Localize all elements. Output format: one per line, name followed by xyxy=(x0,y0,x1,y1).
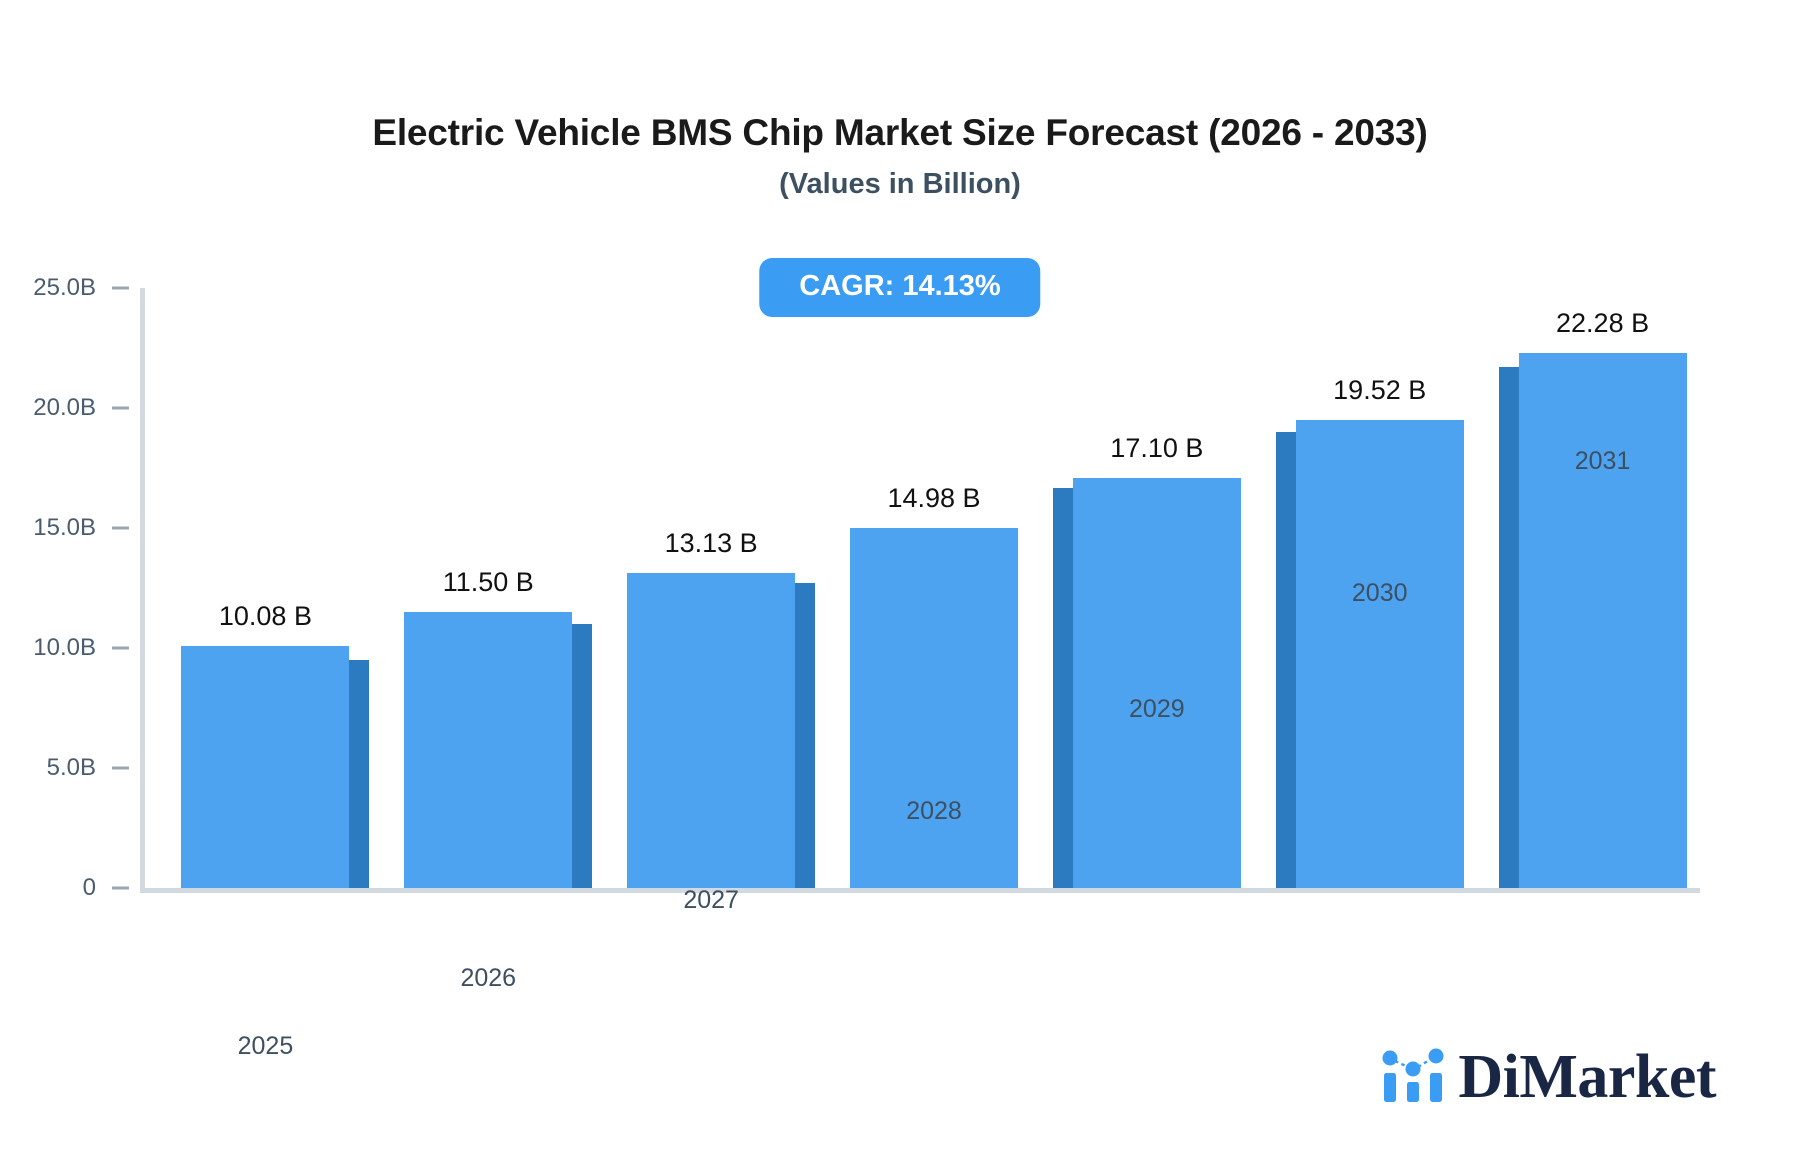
bar-front-face xyxy=(1072,477,1241,888)
y-axis-tick-mark xyxy=(112,286,129,290)
x-axis-tick-label: 2026 xyxy=(460,964,517,992)
y-axis-tick-label: 15.0B xyxy=(33,514,96,541)
plot-area: 25.0B 20.0B 15.0B 10.0B 5.0B 0 10.08 B 2025 11.… xyxy=(33,274,1700,1060)
bar-front-face xyxy=(404,612,573,888)
bar-2030[interactable]: 19.52 B 2030 xyxy=(1275,375,1464,888)
x-axis-tick-label: 2028 xyxy=(906,796,962,825)
chart-title: Electric Vehicle BMS Chip Market Size Fo… xyxy=(372,112,1428,153)
bar-side-face xyxy=(572,624,593,888)
x-axis-tick-label: 2025 xyxy=(237,1032,294,1061)
dimarket-logo: DiMarket xyxy=(1382,1045,1716,1108)
x-axis-tick-label: 2027 xyxy=(683,885,739,914)
y-axis-tick-mark xyxy=(112,646,129,650)
y-axis-tick-label: 25.0B xyxy=(33,274,96,301)
y-axis-tick-mark xyxy=(112,406,129,410)
cagr-badge: CAGR: 14.13% xyxy=(759,258,1041,317)
bar-front-face xyxy=(1518,353,1687,888)
bar-value-label: 14.98 B xyxy=(887,483,981,514)
bar-front-face xyxy=(181,646,350,888)
bar-value-label: 11.50 B xyxy=(442,567,534,597)
y-axis-line xyxy=(140,288,145,888)
bar-value-label: 13.13 B xyxy=(664,527,758,558)
y-axis-tick-label: 0 xyxy=(82,874,96,901)
y-axis-tick-mark xyxy=(112,766,129,770)
bar-chart-trend-icon xyxy=(1382,1045,1444,1108)
bar-side-face xyxy=(1052,487,1073,888)
chart-subtitle: (Values in Billion) xyxy=(779,168,1021,200)
bar-front-face xyxy=(850,528,1018,888)
bar-side-face xyxy=(1498,367,1519,888)
y-axis-tick-mark xyxy=(112,886,129,890)
bar-value-label: 22.28 B xyxy=(1556,308,1650,339)
y-axis-tick-label: 20.0B xyxy=(33,394,96,421)
bar-2029[interactable]: 17.10 B 2029 xyxy=(1052,433,1241,888)
y-axis-tick-mark xyxy=(112,526,129,530)
x-axis-line xyxy=(140,888,1700,893)
y-axis-tick-label: 10.0B xyxy=(33,634,96,661)
bar-value-label: 10.08 B xyxy=(218,601,312,632)
x-axis-tick-label: 2030 xyxy=(1351,579,1408,608)
bar-2026[interactable]: 11.50 B 2026 xyxy=(404,567,593,992)
bar-value-label: 17.10 B xyxy=(1110,432,1204,463)
bar-2028[interactable]: 14.98 B 2028 xyxy=(850,483,1018,888)
bar-2025[interactable]: 10.08 B 2025 xyxy=(181,601,370,1060)
bar-front-face xyxy=(627,572,796,888)
bar-front-face xyxy=(1295,419,1464,888)
bar-2027[interactable]: 13.13 B 2027 xyxy=(627,528,816,914)
y-axis-tick-label: 5.0B xyxy=(46,754,96,781)
bar-2031[interactable]: 22.28 B 2031 xyxy=(1498,308,1687,888)
bar-side-face xyxy=(349,660,370,888)
x-axis-tick-label: 2031 xyxy=(1574,446,1631,475)
logo-wordmark: DiMarket xyxy=(1458,1042,1716,1111)
bar-side-face xyxy=(1275,431,1296,888)
bar-side-face xyxy=(795,582,816,888)
bar-value-label: 19.52 B xyxy=(1333,374,1427,405)
x-axis-tick-label: 2029 xyxy=(1129,695,1185,724)
